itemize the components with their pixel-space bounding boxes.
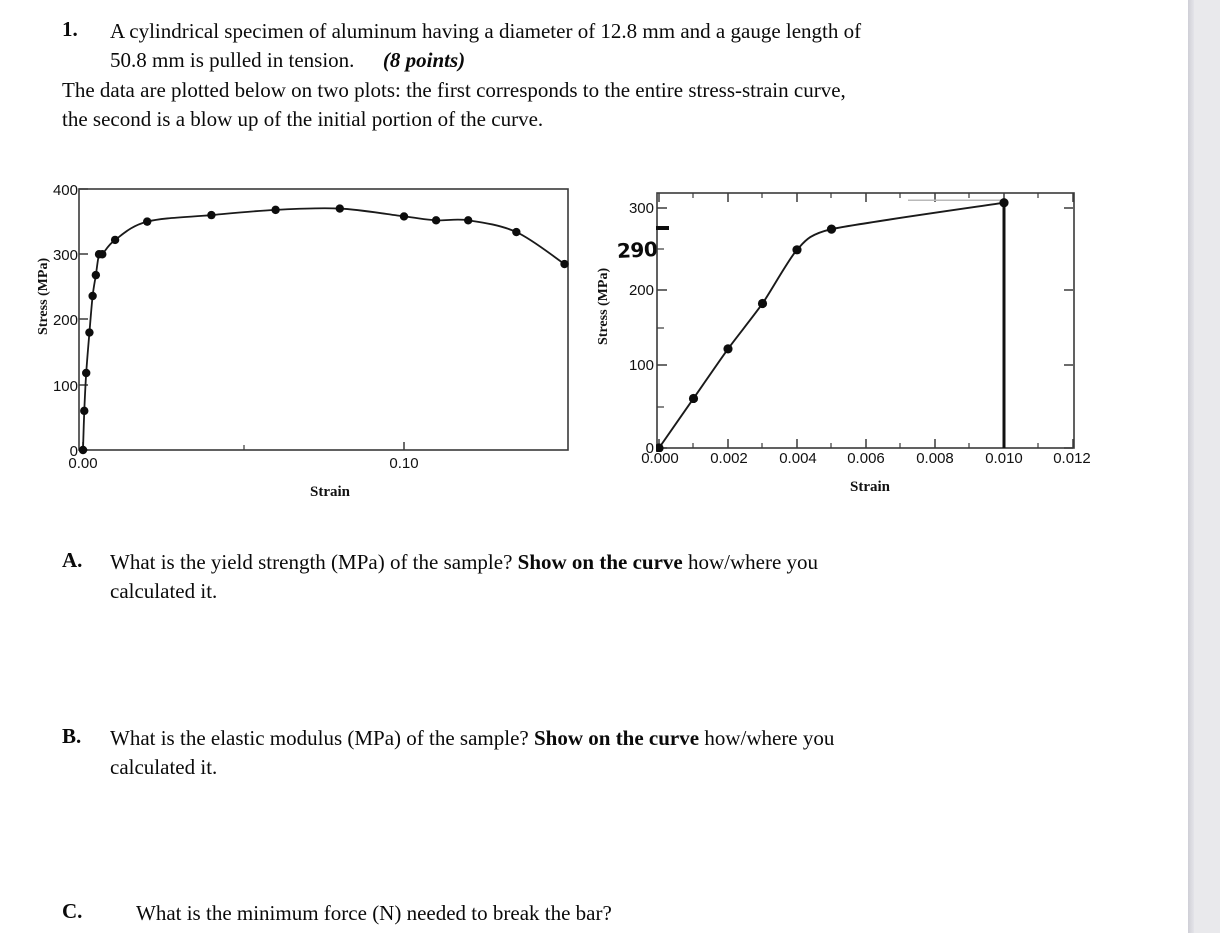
question-c-label: C.: [62, 899, 83, 923]
chart1-ytick-400: 400: [52, 182, 78, 199]
data-point: [82, 368, 91, 378]
handwritten-yield-stress-annotation: 290: [616, 236, 658, 264]
chart2-ytick-200: 200: [628, 282, 654, 299]
data-point: [98, 250, 107, 259]
chart2-x-minor-ticks-bottom: [692, 443, 1039, 448]
question-a-text-pre: What is the yield strength (MPa) of the …: [110, 550, 518, 574]
data-point: [335, 204, 344, 213]
chart1-frame: [78, 188, 569, 451]
data-point: [110, 235, 120, 245]
chart2-frame: [656, 192, 1075, 449]
question-a-text-bold: Show on the curve: [517, 550, 683, 574]
chart1-ytick-100: 100: [52, 378, 78, 395]
chart1-ytick-0: 0: [69, 443, 78, 460]
data-point: [792, 245, 802, 255]
data-point: [826, 224, 837, 234]
data-point: [688, 393, 699, 404]
document-page: 1. A cylindrical specimen of aluminum ha…: [0, 0, 1188, 933]
chart1-data-markers: [78, 204, 569, 455]
question-b-label: B.: [62, 724, 82, 748]
intro-line-2-text: 50.8 mm is pulled in tension.: [110, 48, 355, 72]
question-number: 1.: [62, 17, 78, 41]
chart2-x-ticks-top: [658, 193, 1074, 202]
data-point: [80, 406, 89, 416]
chart1-plot-area: [78, 188, 569, 455]
chart2-xtick-0010: 0.010: [985, 450, 1023, 467]
chart2-xtick-0008: 0.008: [916, 450, 954, 467]
question-b-text-bold: Show on the curve: [533, 726, 700, 750]
chart2-data-markers: [656, 198, 1009, 452]
chart2-xtick-0002: 0.002: [710, 450, 748, 467]
data-point: [656, 443, 664, 452]
page-edge-shadow: [1188, 0, 1194, 933]
chart2-plot-area: [656, 192, 1075, 452]
data-point: [88, 291, 97, 301]
chart1-ytick-200: 200: [52, 312, 78, 329]
question-b-text-post: how/where you: [699, 726, 835, 750]
intro-line-1: A cylindrical specimen of aluminum havin…: [110, 19, 862, 43]
data-point: [431, 216, 441, 225]
data-point: [271, 205, 280, 215]
question-c-line-1: What is the minimum force (N) needed to …: [136, 901, 612, 925]
chart1-xtick-010: 0.10: [389, 455, 419, 472]
chart1-x-axis-label: Strain: [309, 484, 350, 500]
data-point: [560, 259, 569, 269]
data-point: [91, 270, 101, 280]
chart2-y-ticks-right: [1064, 207, 1073, 449]
chart2-ytick-100: 100: [628, 357, 654, 374]
data-point: [85, 328, 94, 337]
intro-line-4: the second is a blow up of the initial p…: [62, 107, 544, 131]
question-a-label: A.: [62, 548, 83, 572]
intro-line-2: 50.8 mm is pulled in tension. (8 points): [110, 46, 1050, 75]
data-point: [999, 198, 1009, 208]
question-a-line-1: What is the yield strength (MPa) of the …: [110, 548, 1070, 577]
question-b-text-pre: What is the elastic modulus (MPa) of the…: [110, 726, 534, 750]
question-b-line-1: What is the elastic modulus (MPa) of the…: [110, 724, 1070, 753]
data-point: [723, 344, 733, 354]
chart2-xtick-0000: 0.000: [641, 450, 679, 467]
chart1-ytick-300: 300: [52, 247, 78, 264]
intro-line-3: The data are plotted below on two plots:…: [62, 78, 846, 102]
data-point: [399, 212, 409, 221]
chart2-x-minor-ticks-top: [692, 193, 1039, 198]
data-point: [512, 227, 521, 237]
chart2-xtick-0006: 0.006: [847, 450, 885, 467]
data-point: [464, 216, 473, 225]
question-a-line-2: calculated it.: [110, 579, 218, 603]
chart2-y-axis-label: Stress (MPa): [596, 267, 611, 345]
chart2-xtick-0012: 0.012: [1053, 450, 1091, 467]
chart2-x-axis-label: Strain: [849, 479, 890, 495]
chart2-y-minor-ticks: [657, 248, 664, 408]
chart2-ytick-300: 300: [628, 200, 654, 217]
question-a-text-post: how/where you: [682, 550, 819, 574]
chart2-ytick-0: 0: [645, 440, 654, 457]
data-point: [757, 298, 768, 309]
data-point: [143, 217, 152, 226]
data-point: [78, 445, 88, 455]
points-note: (8 points): [382, 48, 466, 72]
chart1-xtick-0: 0.00: [68, 455, 98, 472]
viewer-background: [1194, 0, 1220, 933]
data-point: [207, 210, 216, 220]
question-b-line-2: calculated it.: [110, 755, 218, 779]
chart2-xtick-0004: 0.004: [779, 450, 817, 467]
